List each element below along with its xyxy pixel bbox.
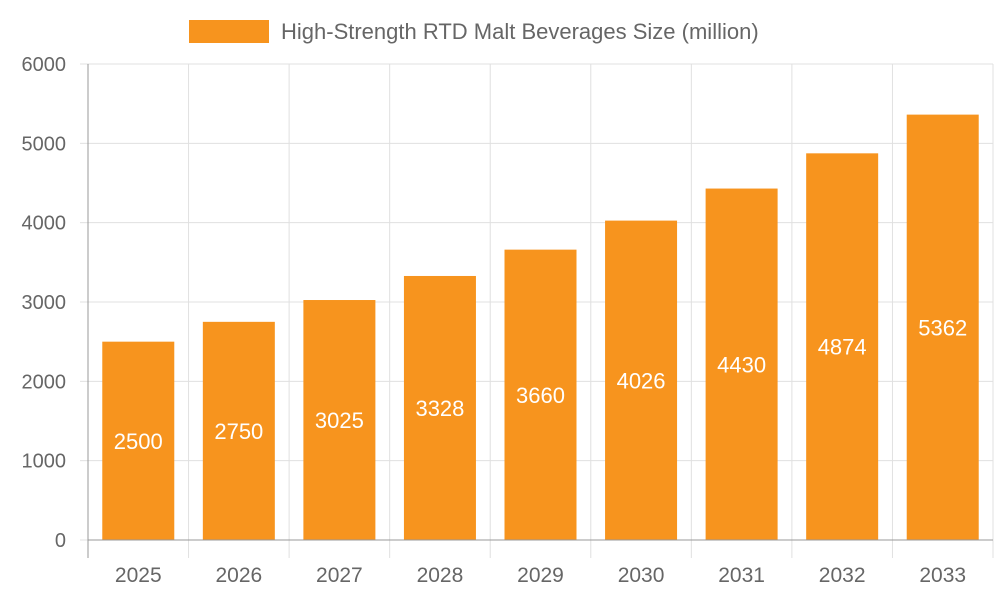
data-label: 3025 [315, 408, 364, 433]
legend-swatch [189, 20, 269, 43]
data-label: 2750 [214, 419, 263, 444]
legend[interactable]: High-Strength RTD Malt Beverages Size (m… [189, 19, 759, 44]
data-label: 4026 [617, 368, 666, 393]
bar-2030 [605, 220, 678, 540]
x-tick-label: 2032 [819, 564, 866, 587]
data-label: 2500 [114, 429, 163, 454]
x-tick-label: 2030 [618, 564, 665, 587]
x-tick-label: 2027 [316, 564, 363, 587]
x-tick-label: 2031 [718, 564, 765, 587]
x-tick-label: 2033 [919, 564, 966, 587]
data-label: 3328 [415, 396, 464, 421]
legend-label: High-Strength RTD Malt Beverages Size (m… [281, 19, 759, 44]
data-label: 4430 [717, 352, 766, 377]
y-tick-label: 5000 [22, 133, 67, 155]
y-tick-label: 6000 [22, 54, 67, 76]
bar-2026 [202, 321, 275, 540]
x-tick-label: 2028 [417, 564, 464, 587]
bar-2029 [504, 249, 577, 540]
bar-2031 [705, 188, 778, 540]
bar-2032 [806, 153, 879, 540]
bar-2028 [403, 275, 476, 540]
y-tick-label: 1000 [22, 451, 67, 473]
bar-2027 [303, 300, 376, 540]
x-tick-label: 2026 [215, 564, 262, 587]
bar-2033 [906, 114, 979, 540]
axes: 0 1000 2000 3000 4000 5000 6000 2025 2026 2027 202… [22, 54, 993, 587]
data-label: 3660 [516, 383, 565, 408]
x-tick-label: 2025 [115, 564, 162, 587]
y-tick-label: 0 [55, 530, 66, 552]
data-label: 5362 [918, 315, 967, 340]
data-label: 4874 [818, 335, 867, 360]
y-tick-label: 3000 [22, 292, 67, 314]
y-tick-label: 4000 [22, 213, 67, 235]
y-tick-label: 2000 [22, 371, 67, 393]
bars: 2500 2750 3025 3328 3660 4026 4430 4874 5362 [102, 114, 979, 540]
bar-2025 [102, 341, 175, 540]
x-tick-label: 2029 [517, 564, 564, 587]
